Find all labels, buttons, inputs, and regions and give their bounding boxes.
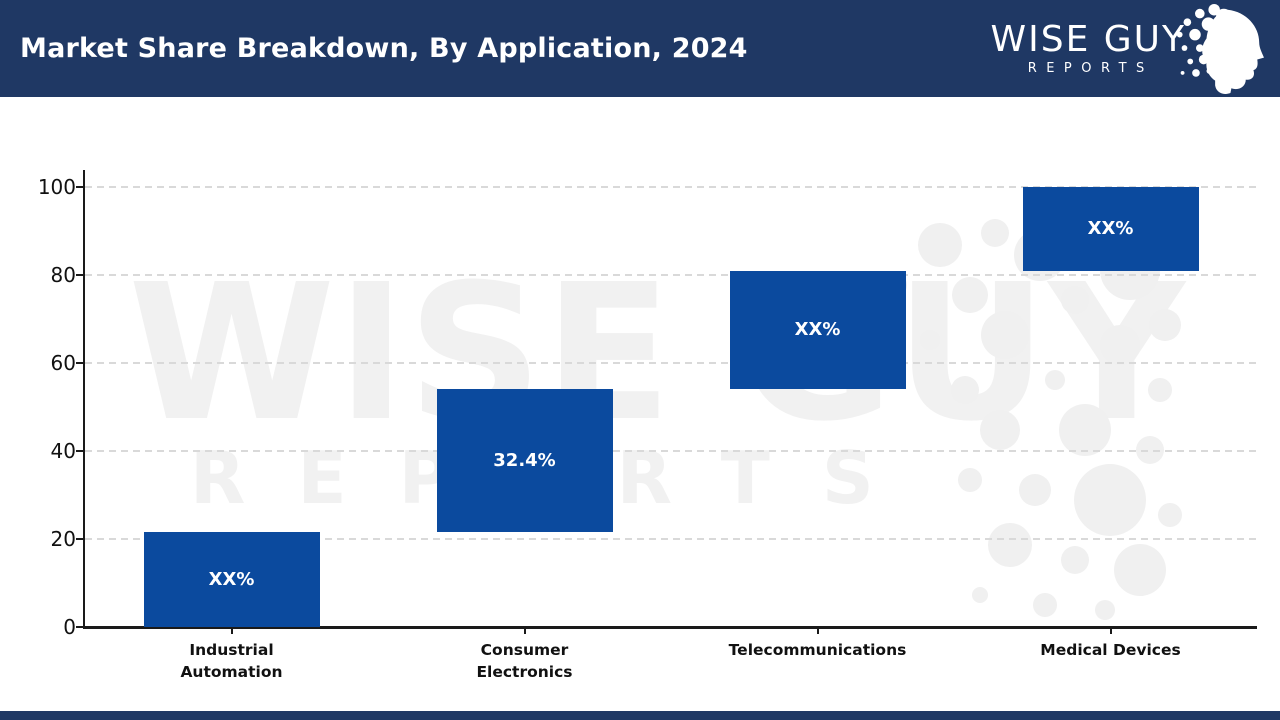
bar-telecommunications: XX% bbox=[729, 270, 906, 390]
bar-industrial-automation: XX% bbox=[143, 531, 320, 627]
bar-consumer-electronics: 32.4% bbox=[436, 389, 613, 532]
category-label-line: Consumer bbox=[480, 641, 569, 659]
y-tick-mark bbox=[76, 626, 84, 628]
category-label-line: Industrial bbox=[189, 641, 274, 659]
header-bar: Market Share Breakdown, By Application, … bbox=[0, 0, 1280, 97]
y-tick-label: 0 bbox=[63, 615, 76, 639]
y-tick-mark bbox=[76, 362, 84, 364]
logo-wordmark: WISE GUY bbox=[990, 18, 1186, 60]
x-tick-mark bbox=[523, 627, 526, 634]
category-label-medical-devices: Medical Devices bbox=[961, 640, 1261, 662]
logo-subtitle: REPORTS bbox=[1027, 60, 1154, 76]
footer-bar bbox=[0, 711, 1280, 720]
category-label-line: Automation bbox=[180, 662, 283, 681]
y-tick-label: 40 bbox=[50, 439, 76, 463]
bar-value-label: XX% bbox=[794, 319, 841, 341]
wise-guy-logo: WISE GUY REPORTS bbox=[990, 3, 1267, 94]
bar-value-label: XX% bbox=[1087, 218, 1134, 240]
x-tick-mark bbox=[816, 627, 819, 634]
x-tick-mark bbox=[230, 627, 233, 634]
bar-value-label: 32.4% bbox=[493, 450, 556, 472]
category-label-telecommunications: Telecommunications bbox=[668, 640, 968, 662]
category-label-line: Medical Devices bbox=[1040, 641, 1181, 659]
head-profile-icon bbox=[1176, 3, 1264, 94]
x-tick-mark bbox=[1109, 627, 1112, 634]
bar-medical-devices: XX% bbox=[1022, 187, 1199, 271]
gridline-100 bbox=[85, 186, 1257, 188]
gridline-80 bbox=[85, 274, 1257, 276]
y-tick-mark bbox=[76, 538, 84, 540]
category-label-industrial-automation: Industrial Automation bbox=[82, 640, 382, 683]
category-label-line: Telecommunications bbox=[728, 641, 907, 659]
category-label-line: Electronics bbox=[476, 662, 573, 681]
category-label-consumer-electronics: Consumer Electronics bbox=[375, 640, 675, 683]
gridline-60 bbox=[85, 362, 1257, 364]
bar-value-label: XX% bbox=[208, 568, 255, 590]
x-axis-line bbox=[83, 626, 1257, 629]
logo-text: WISE GUY REPORTS bbox=[990, 18, 1187, 76]
y-tick-label: 20 bbox=[50, 527, 76, 551]
y-tick-mark bbox=[76, 186, 84, 188]
gridline-20 bbox=[85, 538, 1257, 540]
page-title: Market Share Breakdown, By Application, … bbox=[20, 33, 748, 64]
y-tick-mark bbox=[76, 450, 84, 452]
y-tick-mark bbox=[76, 274, 84, 276]
y-tick-label: 60 bbox=[50, 351, 76, 375]
gridline-40 bbox=[85, 450, 1257, 452]
y-axis-line bbox=[83, 170, 85, 629]
y-tick-label: 100 bbox=[37, 175, 76, 199]
y-tick-label: 80 bbox=[50, 263, 76, 287]
